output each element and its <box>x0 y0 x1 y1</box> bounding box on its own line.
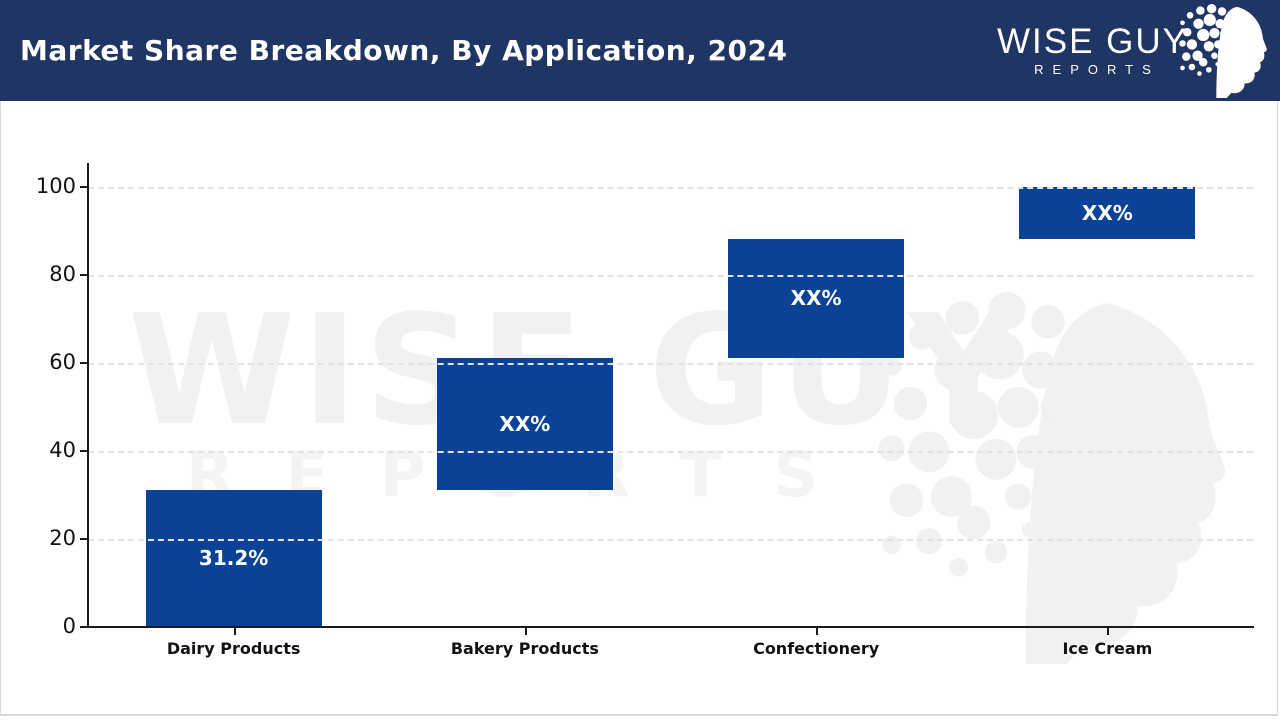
y-axis-line <box>87 163 89 628</box>
x-tick-mark <box>524 628 527 635</box>
bar-value-label: 31.2% <box>198 546 269 571</box>
header-bar: Market Share Breakdown, By Application, … <box>0 0 1280 101</box>
bar-confectionery <box>728 239 905 358</box>
bar-value-label: XX% <box>499 411 551 436</box>
y-tick-mark-20 <box>80 538 88 541</box>
y-tick-label-0: 0 <box>62 614 76 638</box>
gridline-60 <box>88 363 1253 366</box>
page-title: Market Share Breakdown, By Application, … <box>20 34 788 67</box>
page-border-right <box>1277 101 1278 715</box>
y-tick-mark-0 <box>80 626 88 628</box>
y-tick-label-100: 100 <box>35 174 76 199</box>
y-tick-mark-40 <box>80 450 88 453</box>
bar-value-label: XX% <box>790 286 842 311</box>
head-profile-icon <box>1174 4 1270 98</box>
bar-bakery-products <box>436 357 613 490</box>
x-axis-line <box>87 626 1254 628</box>
y-tick-label-20: 20 <box>49 526 76 551</box>
y-tick-label-40: 40 <box>49 438 76 463</box>
y-tick-mark-100 <box>80 186 88 189</box>
brand-logo: WISE GUY REPORTS <box>997 0 1270 101</box>
bar-ice-cream <box>1019 187 1196 240</box>
waterfall-chart: 0 20 40 60 80 100 31.2% Dairy Products XX% Bakery… <box>0 101 1280 715</box>
y-tick-label-60: 60 <box>49 350 76 375</box>
bar-value-label: XX% <box>1081 201 1133 226</box>
brand-logo-text: WISE GUY REPORTS <box>996 22 1188 78</box>
x-category-label: Bakery Products <box>450 639 599 658</box>
x-tick-mark <box>233 628 236 635</box>
brand-subtitle: REPORTS <box>1034 62 1160 77</box>
x-tick-mark <box>816 628 819 635</box>
x-tick-mark <box>1107 628 1110 635</box>
gridline-40 <box>88 451 1253 454</box>
x-category-label: Ice Cream <box>1062 639 1153 658</box>
brand-name: WISE GUY <box>996 22 1188 61</box>
gridline-80 <box>88 275 1253 278</box>
gridline-100 <box>88 187 1253 190</box>
y-tick-label-80: 80 <box>49 262 76 287</box>
gridline-20 <box>88 539 1253 542</box>
bar-dairy-products <box>145 489 322 627</box>
x-category-label: Dairy Products <box>166 639 301 658</box>
page-border-bottom <box>0 714 1278 716</box>
x-category-label: Confectionery <box>753 639 880 658</box>
y-tick-mark-80 <box>80 274 88 277</box>
page-border-left <box>0 101 1 715</box>
y-tick-mark-60 <box>80 362 88 365</box>
